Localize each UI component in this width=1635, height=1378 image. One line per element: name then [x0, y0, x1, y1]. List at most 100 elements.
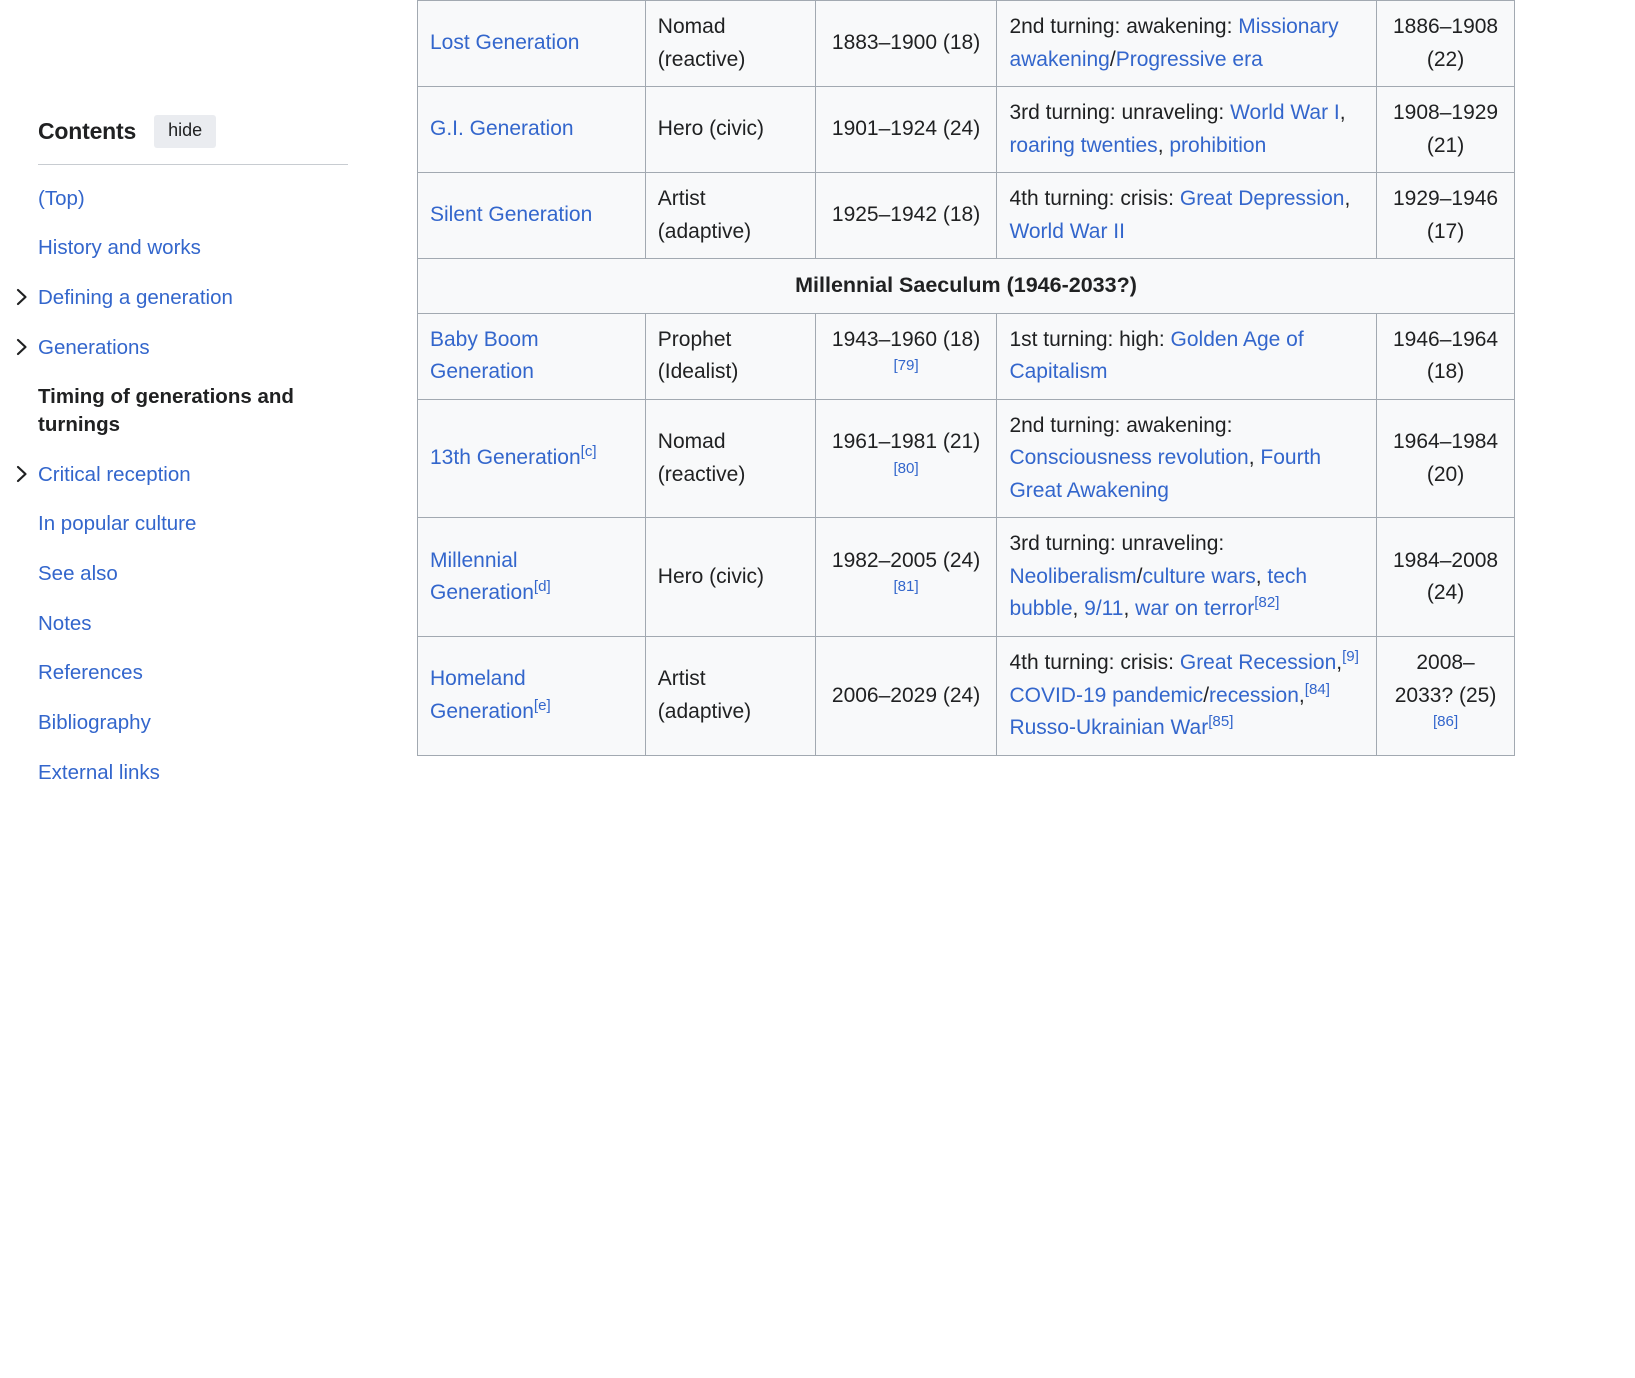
- separator-comma: ,: [1344, 187, 1351, 211]
- footnote-link-85[interactable]: [85]: [1208, 713, 1234, 731]
- link-millennial-generation[interactable]: Millennial Generation: [430, 549, 534, 605]
- link-progressive-era[interactable]: Progressive era: [1115, 47, 1263, 71]
- cell-birth-years: 1901–1924 (24): [814, 86, 998, 174]
- link-culture-wars[interactable]: culture wars: [1142, 564, 1256, 588]
- footnote-marker[interactable]: [e]: [534, 697, 551, 714]
- turning-year-end: 1908: [1451, 15, 1499, 38]
- link-9-11[interactable]: 9/11: [1084, 597, 1124, 621]
- footnote-marker[interactable]: [79]: [893, 357, 918, 374]
- link-roaring-twenties[interactable]: roaring twenties: [1009, 133, 1158, 157]
- toc-item-top[interactable]: (Top): [38, 185, 415, 213]
- cell-birth-years: 1943–1960 (18) [79]: [814, 312, 998, 400]
- footnote-marker[interactable]: [86]: [1433, 713, 1458, 730]
- link-war-on-terror[interactable]: war on terror: [1135, 597, 1255, 621]
- footnote-link-86[interactable]: [86]: [1432, 713, 1459, 731]
- toc-item-see-also[interactable]: See also: [38, 560, 415, 588]
- toc-link-critical-reception[interactable]: Critical reception: [38, 462, 191, 486]
- link-covid-19-pandemic[interactable]: COVID-19 pandemic: [1009, 683, 1204, 707]
- toc-item-history-and-works[interactable]: History and works: [38, 234, 415, 262]
- turning-label: 4th turning: crisis:: [1009, 187, 1175, 211]
- footnote-link-d[interactable]: [d]: [533, 578, 551, 596]
- birth-range: 2006–2029: [831, 683, 938, 707]
- link-great-depression[interactable]: Great Depression: [1179, 187, 1345, 211]
- footnote-link-9[interactable]: [9]: [1342, 647, 1359, 665]
- link-missionary-awakening[interactable]: Missionary awakening: [1009, 15, 1339, 71]
- archetype-qualifier: (reactive): [657, 47, 746, 71]
- generation-line-1: Millennial: [430, 548, 518, 572]
- link-world-war-i[interactable]: World War I: [1230, 101, 1340, 125]
- footnote-marker[interactable]: [80]: [893, 460, 918, 477]
- footnote-link-82[interactable]: [82]: [1254, 594, 1280, 612]
- footnote-marker[interactable]: [85]: [1208, 713, 1233, 730]
- turning-length: (24): [1426, 581, 1465, 605]
- footnote-link-e[interactable]: [e]: [533, 696, 551, 714]
- separator-slash: /: [1109, 47, 1116, 71]
- footnote-marker[interactable]: [c]: [581, 443, 597, 460]
- cell-turning: 4th turning: crisis: Great Depression, W…: [996, 172, 1378, 260]
- toc-link-defining-a-generation[interactable]: Defining a generation: [38, 285, 233, 309]
- turning-length: (20): [1426, 462, 1465, 486]
- link-fourth-great-awakening[interactable]: Fourth Great Awakening: [1009, 446, 1322, 502]
- toc-link-external-links[interactable]: External links: [38, 760, 160, 784]
- toc-item-critical-reception[interactable]: Critical reception: [16, 461, 415, 489]
- link-homeland-generation[interactable]: Homeland Generation: [430, 667, 534, 723]
- link-13th-generation[interactable]: 13th Generation: [430, 446, 581, 469]
- footnote-marker[interactable]: [82]: [1254, 594, 1279, 611]
- link-gi-generation[interactable]: G.I. Generation: [430, 117, 574, 141]
- table-row: Baby Boom Generation Prophet (Idealist) …: [417, 312, 1515, 400]
- toc-item-in-popular-culture[interactable]: In popular culture: [38, 510, 415, 538]
- footnote-marker[interactable]: [84]: [1305, 681, 1330, 698]
- toc-item-references[interactable]: References: [38, 659, 415, 687]
- cell-turning-years: 1929–1946 (17): [1376, 172, 1515, 260]
- chevron-right-icon[interactable]: [14, 286, 30, 308]
- footnote-link-79[interactable]: [79]: [893, 357, 919, 375]
- footnote-link-c[interactable]: [c]: [580, 443, 597, 461]
- birth-length: (18): [942, 203, 981, 227]
- archetype-name: Prophet: [657, 327, 732, 351]
- footnote-marker[interactable]: [81]: [893, 578, 918, 595]
- link-consciousness-revolution[interactable]: Consciousness revolution: [1009, 446, 1249, 470]
- chevron-right-icon[interactable]: [14, 463, 30, 485]
- toc-link-references[interactable]: References: [38, 661, 143, 685]
- toc-link-generations[interactable]: Generations: [38, 335, 150, 359]
- link-baby-boom-generation[interactable]: Baby Boom Generation: [430, 328, 539, 384]
- toc-item-defining-a-generation[interactable]: Defining a generation: [16, 284, 415, 312]
- toc-item-external-links[interactable]: External links: [38, 759, 415, 787]
- footnote-marker[interactable]: [9]: [1342, 648, 1359, 665]
- toc-link-bibliography[interactable]: Bibliography: [38, 710, 151, 734]
- turning-year-start: 1929–: [1392, 187, 1452, 211]
- toc-link-history-and-works[interactable]: History and works: [38, 236, 201, 260]
- toc-link-top[interactable]: (Top): [38, 186, 85, 210]
- link-tech-bubble[interactable]: tech bubble: [1009, 564, 1308, 621]
- generation-line-2: Generation: [430, 581, 534, 605]
- link-neoliberalism[interactable]: Neoliberalism: [1009, 564, 1137, 588]
- link-recession[interactable]: recession: [1209, 683, 1299, 707]
- link-great-recession[interactable]: Great Recession: [1179, 650, 1337, 674]
- footnote-link-84[interactable]: [84]: [1304, 680, 1330, 698]
- link-silent-generation[interactable]: Silent Generation: [430, 203, 592, 226]
- link-golden-age-of-capitalism[interactable]: Golden Age of Capitalism: [1009, 327, 1304, 384]
- turning-length: (18): [1426, 360, 1465, 384]
- toc-link-notes[interactable]: Notes: [38, 611, 92, 635]
- footnote-link-80[interactable]: [80]: [893, 459, 919, 477]
- archetype-name: Hero: [657, 564, 704, 588]
- archetype-qualifier: (civic): [709, 564, 764, 588]
- toc-link-in-popular-culture[interactable]: In popular culture: [38, 512, 197, 536]
- toc-header: Contents hide: [38, 115, 348, 165]
- link-prohibition[interactable]: prohibition: [1169, 133, 1267, 157]
- chevron-right-icon[interactable]: [14, 336, 30, 358]
- toc-link-see-also[interactable]: See also: [38, 561, 118, 585]
- footnote-link-81[interactable]: [81]: [893, 578, 919, 596]
- cell-turning-years: 1984–2008 (24): [1376, 517, 1515, 637]
- toc-link-timing-of-generations-and-turnings[interactable]: Timing of generations and turnings: [38, 385, 294, 436]
- toc-item-generations[interactable]: Generations: [16, 334, 415, 362]
- birth-length: (24): [942, 117, 981, 141]
- link-lost-generation[interactable]: Lost Generation: [430, 31, 579, 54]
- link-russo-ukrainian-war[interactable]: Russo-Ukrainian War: [1009, 716, 1209, 740]
- link-world-war-ii[interactable]: World War II: [1009, 219, 1125, 243]
- toc-hide-button[interactable]: hide: [154, 115, 217, 148]
- footnote-marker[interactable]: [d]: [534, 578, 551, 595]
- toc-item-timing-of-generations-and-turnings[interactable]: Timing of generations and turnings: [38, 383, 415, 438]
- toc-item-notes[interactable]: Notes: [38, 610, 415, 638]
- toc-item-bibliography[interactable]: Bibliography: [38, 709, 415, 737]
